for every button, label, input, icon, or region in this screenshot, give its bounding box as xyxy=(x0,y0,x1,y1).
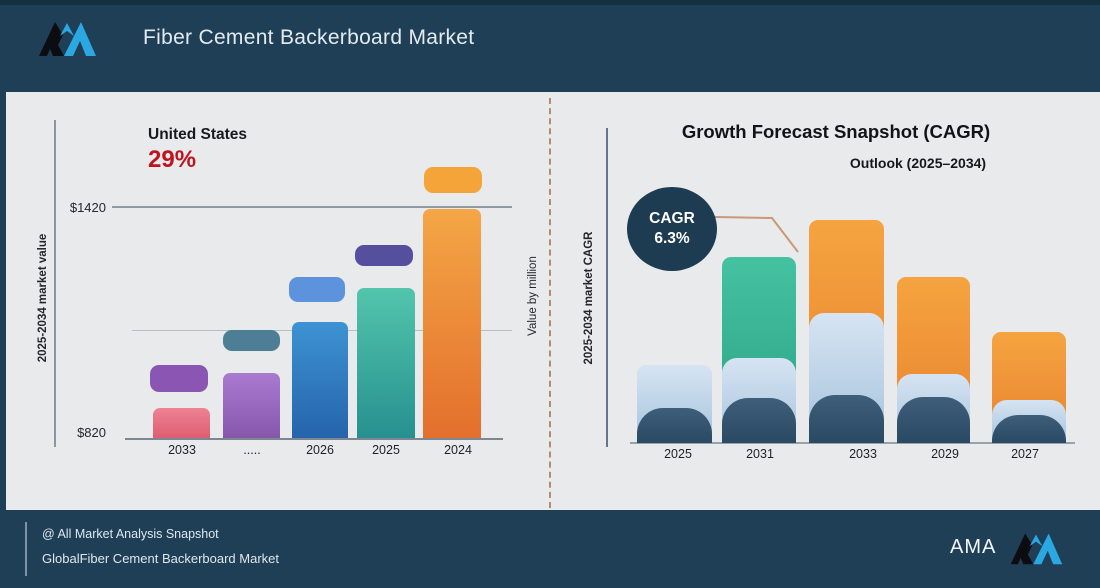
cagr-badge: CAGR 6.3% xyxy=(627,187,717,271)
footer-divider-line xyxy=(25,522,27,576)
cagr-x-label-2027: 2027 xyxy=(1011,447,1039,461)
cagr-title: Growth Forecast Snapshot (CAGR) xyxy=(681,121,991,142)
us-bar-marker-2024 xyxy=(424,167,482,193)
page-title: Fiber Cement Backerboard Market xyxy=(143,26,475,49)
footer-snapshot-text: @ All Market Analysis Snapshot xyxy=(42,527,219,541)
cagr-bar-2027-seg-2 xyxy=(992,415,1066,443)
us-x-axis xyxy=(125,438,503,440)
cagr-subtitle: Outlook (2025–2034) xyxy=(849,155,987,171)
cagr-bar-2029-seg-2 xyxy=(897,397,970,443)
us-x-label-.....: ..... xyxy=(243,443,261,457)
us-x-label-2033: 2033 xyxy=(168,443,196,457)
us-tick-top: $1420 xyxy=(69,200,106,215)
us-x-label-2025: 2025 xyxy=(372,443,400,457)
us-x-label-2026: 2026 xyxy=(306,443,334,457)
us-bar-..... xyxy=(223,373,280,439)
cagr-connector-line xyxy=(714,216,799,253)
cagr-x-label-2029: 2029 xyxy=(931,447,959,461)
footer-ama-logo-icon xyxy=(1010,533,1063,565)
us-bar-2024 xyxy=(423,209,481,439)
footer-brand-text: AMA xyxy=(950,536,997,558)
us-x-label-2024: 2024 xyxy=(444,443,472,457)
ama-logo-icon xyxy=(39,22,96,56)
us-gridline-top xyxy=(112,206,512,208)
us-bar-marker-2033 xyxy=(150,365,208,392)
cagr-x-label-2031: 2031 xyxy=(746,447,774,461)
cagr-x-label-2025: 2025 xyxy=(664,447,692,461)
us-region-value: 29% xyxy=(148,146,197,173)
cagr-bar-2031-seg-2 xyxy=(722,398,796,443)
top-edge-strip xyxy=(0,0,1100,5)
cagr-y-axis xyxy=(606,128,608,447)
cagr-bar-2025-seg-1 xyxy=(637,408,712,443)
us-bar-marker-2025 xyxy=(355,245,413,266)
us-bar-2026 xyxy=(292,322,348,439)
cagr-badge-value: 6.3% xyxy=(654,230,690,247)
us-bar-2033 xyxy=(153,408,210,439)
us-bar-marker-..... xyxy=(223,330,280,351)
footer-market-text: GlobalFiber Cement Backerboard Market xyxy=(42,551,279,566)
us-y-axis xyxy=(54,120,56,447)
cagr-badge-label: CAGR xyxy=(649,209,695,227)
us-tick-bottom: $820 xyxy=(77,425,106,440)
us-bar-2025 xyxy=(357,288,415,439)
us-region-label: United States xyxy=(148,126,248,143)
panel-divider xyxy=(549,98,551,508)
us-bar-marker-2026 xyxy=(289,277,345,302)
cagr-x-label-2033: 2033 xyxy=(849,447,877,461)
cagr-bar-2033-seg-2 xyxy=(809,395,884,443)
